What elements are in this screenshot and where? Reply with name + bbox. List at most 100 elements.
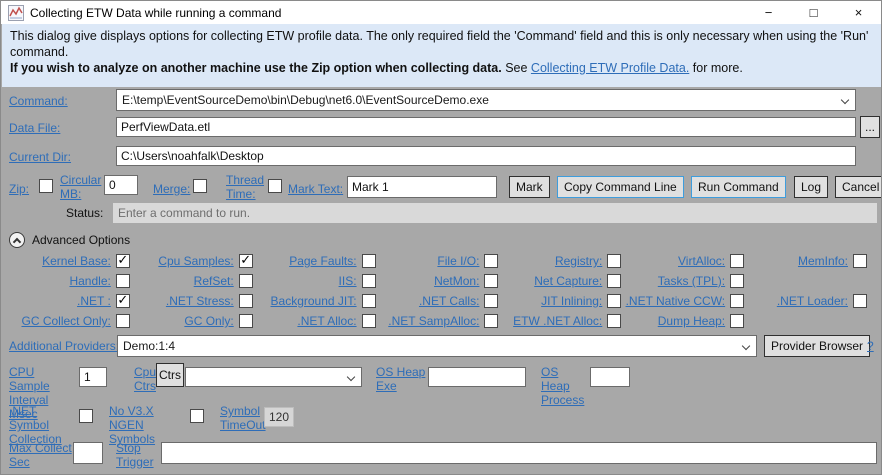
dotnet-loader-checkbox[interactable] — [852, 294, 867, 308]
mark-text-input[interactable] — [347, 176, 497, 198]
minimize-button[interactable]: − — [764, 5, 773, 20]
command-label-link[interactable]: Command: — [9, 94, 68, 108]
dotnet-native-ccw-checkbox[interactable] — [730, 294, 745, 308]
symbol-timeout-label-link[interactable]: Symbol TimeOut — [220, 404, 266, 432]
tasks-tpl-checkbox[interactable] — [730, 274, 745, 288]
max-collect-sec-label-link[interactable]: Max Collect Sec — [9, 441, 72, 469]
no-ngen-symbols-checkbox[interactable] — [190, 409, 204, 423]
close-button[interactable]: × — [854, 5, 863, 20]
kernel-base-checkbox[interactable] — [115, 254, 130, 268]
stop-trigger-label-link[interactable]: Stop Trigger — [116, 441, 154, 469]
log-button[interactable]: Log — [794, 176, 829, 198]
circular-mb-label-link[interactable]: Circular MB: — [60, 173, 102, 201]
iis-checkbox[interactable] — [361, 274, 376, 288]
gc-only-checkbox[interactable] — [238, 314, 253, 328]
additional-providers-combobox[interactable]: Demo:1:4 — [117, 335, 757, 357]
chevron-down-icon[interactable] — [741, 341, 751, 351]
copy-command-line-button[interactable]: Copy Command Line — [557, 176, 684, 198]
gc-collect-only-link[interactable]: GC Collect Only: — [21, 314, 111, 328]
max-collect-sec-input[interactable] — [73, 442, 103, 464]
etw-dotnet-alloc-link[interactable]: ETW .NET Alloc: — [513, 314, 603, 328]
netmon-link[interactable]: NetMon: — [434, 274, 480, 288]
merge-label-link[interactable]: Merge: — [153, 182, 191, 196]
current-dir-input[interactable] — [116, 146, 856, 166]
jit-inlining-checkbox[interactable] — [607, 294, 622, 308]
net-symbol-collection-checkbox[interactable] — [79, 409, 93, 423]
virtalloc-link[interactable]: VirtAlloc: — [678, 254, 726, 268]
dotnet-loader-link[interactable]: .NET Loader: — [776, 294, 848, 308]
ctrs-button[interactable]: Ctrs — [156, 363, 184, 387]
dotnet-checkbox[interactable] — [115, 294, 130, 308]
gc-only-link[interactable]: GC Only: — [184, 314, 234, 328]
os-heap-exe-input[interactable] — [428, 367, 526, 387]
os-heap-process-input[interactable] — [590, 367, 630, 387]
meminfo-checkbox[interactable] — [852, 254, 867, 268]
no-ngen-symbols-label-link[interactable]: No V3.X NGEN Symbols — [109, 404, 156, 446]
iis-link[interactable]: IIS: — [338, 274, 357, 288]
thread-time-checkbox[interactable] — [268, 179, 282, 193]
collecting-etw-profile-data-link[interactable]: Collecting ETW Profile Data. — [530, 61, 690, 75]
data-file-label-link[interactable]: Data File: — [9, 121, 61, 135]
refset-checkbox[interactable] — [238, 274, 253, 288]
dump-heap-link[interactable]: Dump Heap: — [657, 314, 726, 328]
merge-checkbox[interactable] — [193, 179, 207, 193]
gc-collect-only-checkbox[interactable] — [115, 314, 130, 328]
cpu-sample-interval-label-link[interactable]: CPU Sample Interval Msec — [9, 365, 50, 421]
tasks-tpl-link[interactable]: Tasks (TPL): — [657, 274, 726, 288]
cpu-samples-checkbox[interactable] — [238, 254, 253, 268]
handle-checkbox[interactable] — [115, 274, 130, 288]
registry-checkbox[interactable] — [607, 254, 622, 268]
file-io-link[interactable]: File I/O: — [437, 254, 480, 268]
dotnet-calls-link[interactable]: .NET Calls: — [418, 294, 480, 308]
page-faults-link[interactable]: Page Faults: — [289, 254, 357, 268]
provider-browser-button[interactable]: Provider Browser — [764, 335, 871, 357]
page-faults-checkbox[interactable] — [361, 254, 376, 268]
zip-label-link[interactable]: Zip: — [9, 182, 30, 196]
refset-link[interactable]: RefSet: — [193, 274, 234, 288]
mark-button[interactable]: Mark — [509, 176, 550, 198]
dump-heap-checkbox[interactable] — [730, 314, 745, 328]
advanced-options-collapse-toggle[interactable] — [9, 232, 25, 248]
mark-text-label-link[interactable]: Mark Text: — [288, 182, 344, 196]
symbol-timeout-input[interactable] — [264, 407, 294, 427]
maximize-button[interactable]: □ — [809, 5, 818, 20]
file-io-checkbox[interactable] — [484, 254, 499, 268]
cancel-button[interactable]: Cancel — [835, 176, 881, 198]
jit-inlining-link[interactable]: JIT Inlining: — [541, 294, 603, 308]
os-heap-process-label-link[interactable]: OS Heap Process — [541, 365, 585, 407]
data-file-input[interactable] — [116, 117, 856, 137]
registry-link[interactable]: Registry: — [554, 254, 603, 268]
dotnet-stress-link[interactable]: .NET Stress: — [165, 294, 234, 308]
data-file-browse-button[interactable]: ... — [860, 116, 880, 138]
dotnet-sampalloc-checkbox[interactable] — [484, 314, 499, 328]
background-jit-checkbox[interactable] — [361, 294, 376, 308]
run-command-button[interactable]: Run Command — [691, 176, 786, 198]
circular-mb-input[interactable] — [104, 175, 138, 195]
command-combobox[interactable]: E:\temp\EventSourceDemo\bin\Debug\net6.0… — [116, 89, 856, 111]
handle-link[interactable]: Handle: — [69, 274, 111, 288]
cpu-samples-link[interactable]: Cpu Samples: — [158, 254, 234, 268]
thread-time-label-link[interactable]: Thread Time: — [226, 173, 265, 201]
dotnet-alloc-checkbox[interactable] — [361, 314, 376, 328]
dotnet-alloc-link[interactable]: .NET Alloc: — [297, 314, 357, 328]
dotnet-native-ccw-link[interactable]: .NET Native CCW: — [625, 294, 726, 308]
netmon-checkbox[interactable] — [484, 274, 499, 288]
os-heap-exe-label-link[interactable]: OS Heap Exe — [376, 365, 426, 393]
kernel-base-link[interactable]: Kernel Base: — [42, 254, 111, 268]
net-capture-checkbox[interactable] — [607, 274, 622, 288]
dotnet-sampalloc-link[interactable]: .NET SampAlloc: — [388, 314, 480, 328]
stop-trigger-input[interactable] — [161, 442, 877, 464]
current-dir-label-link[interactable]: Current Dir: — [9, 150, 72, 164]
background-jit-link[interactable]: Background JIT: — [270, 294, 357, 308]
cpu-ctrs-combobox[interactable] — [185, 367, 362, 387]
additional-providers-label-link[interactable]: Additional Providers: — [9, 339, 120, 353]
cpu-ctrs-label-link[interactable]: Cpu Ctrs — [134, 365, 157, 393]
chevron-down-icon[interactable] — [346, 372, 356, 382]
dotnet-link[interactable]: .NET : — [77, 294, 111, 308]
meminfo-link[interactable]: MemInfo: — [797, 254, 848, 268]
chevron-down-icon[interactable] — [840, 95, 850, 105]
net-capture-link[interactable]: Net Capture: — [534, 274, 603, 288]
dotnet-calls-checkbox[interactable] — [484, 294, 499, 308]
zip-checkbox[interactable] — [39, 179, 53, 193]
etw-dotnet-alloc-checkbox[interactable] — [607, 314, 622, 328]
